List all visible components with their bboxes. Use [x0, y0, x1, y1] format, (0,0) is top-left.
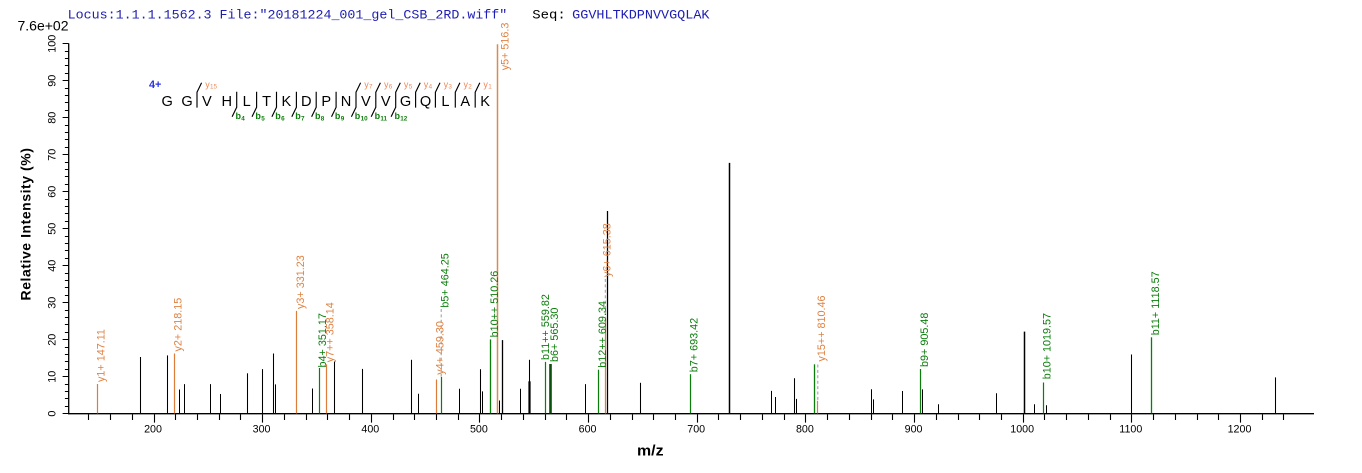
svg-text:10: 10 — [361, 115, 369, 122]
svg-text:y: y — [205, 79, 210, 89]
svg-text:40: 40 — [47, 260, 59, 272]
svg-text:20: 20 — [47, 334, 59, 346]
svg-text:b: b — [236, 111, 242, 121]
svg-text:D: D — [301, 94, 312, 110]
svg-text:11: 11 — [380, 115, 387, 122]
svg-text:30: 30 — [47, 297, 59, 309]
svg-text:b4+ 351.17: b4+ 351.17 — [317, 313, 329, 367]
svg-text:Seq:: Seq: — [532, 8, 566, 23]
svg-text:V: V — [361, 94, 371, 110]
svg-text:V: V — [381, 94, 391, 110]
svg-text:1200: 1200 — [1228, 424, 1252, 436]
svg-text:6: 6 — [389, 84, 393, 91]
svg-text:b12++ 609.34: b12++ 609.34 — [597, 301, 609, 368]
svg-text:b7+ 693.42: b7+ 693.42 — [689, 318, 701, 372]
svg-text:y: y — [444, 79, 449, 89]
svg-text:y5+ 516.3: y5+ 516.3 — [499, 23, 511, 71]
svg-text:700: 700 — [687, 424, 705, 436]
svg-text:K: K — [282, 94, 292, 110]
svg-text:m/z: m/z — [637, 443, 664, 460]
svg-text:b: b — [295, 111, 301, 121]
svg-text:N: N — [341, 94, 352, 110]
svg-text:L: L — [441, 94, 449, 110]
svg-text:7: 7 — [369, 84, 373, 91]
svg-text:5: 5 — [261, 115, 265, 122]
svg-text:4+: 4+ — [149, 79, 161, 91]
svg-text:600: 600 — [579, 424, 597, 436]
svg-text:y: y — [364, 79, 369, 89]
svg-text:2: 2 — [468, 84, 472, 91]
svg-text:10: 10 — [47, 371, 59, 383]
svg-text:400: 400 — [361, 424, 379, 436]
svg-text:b: b — [375, 111, 381, 121]
svg-text:1000: 1000 — [1010, 424, 1034, 436]
svg-text:y: y — [424, 79, 429, 89]
svg-text:6: 6 — [281, 115, 285, 122]
svg-text:y7++ 358.14: y7++ 358.14 — [325, 302, 337, 362]
svg-text:y: y — [483, 79, 488, 89]
svg-text:y15++ 810.46: y15++ 810.46 — [816, 295, 828, 361]
svg-text:4: 4 — [429, 84, 433, 91]
svg-text:b11+ 1118.57: b11+ 1118.57 — [1150, 271, 1162, 335]
svg-text:y: y — [404, 79, 409, 89]
svg-text:9: 9 — [341, 115, 345, 122]
svg-text:b: b — [355, 111, 361, 121]
svg-text:b10+ 1019.57: b10+ 1019.57 — [1042, 313, 1054, 379]
svg-text:y2+ 218.15: y2+ 218.15 — [172, 298, 184, 352]
svg-text:Q: Q — [420, 94, 431, 110]
svg-text:7.6e+02: 7.6e+02 — [18, 18, 69, 34]
svg-text:H: H — [222, 94, 233, 110]
svg-text:Locus:1.1.1.1562.3 File:"20181: Locus:1.1.1.1562.3 File:"20181224_001_ge… — [68, 8, 508, 23]
svg-text:100: 100 — [47, 35, 59, 53]
svg-text:P: P — [321, 94, 331, 110]
svg-text:800: 800 — [796, 424, 814, 436]
svg-text:3: 3 — [448, 84, 452, 91]
svg-text:y6+ 615.38: y6+ 615.38 — [601, 223, 613, 277]
svg-text:200: 200 — [144, 424, 162, 436]
svg-text:b: b — [275, 111, 281, 121]
svg-text:y4+ 459.30: y4+ 459.30 — [435, 321, 447, 375]
svg-text:7: 7 — [301, 115, 305, 122]
svg-text:4: 4 — [241, 115, 245, 122]
svg-text:T: T — [262, 94, 271, 110]
svg-text:5: 5 — [409, 84, 413, 91]
svg-text:b11++ 559.82: b11++ 559.82 — [540, 294, 552, 360]
svg-text:y: y — [464, 79, 469, 89]
svg-text:G: G — [181, 94, 192, 110]
svg-text:50: 50 — [47, 223, 59, 235]
svg-text:V: V — [202, 94, 212, 110]
svg-text:GGVHLTKDPNVVGQLAK: GGVHLTKDPNVVGQLAK — [572, 8, 709, 23]
svg-text:G: G — [400, 94, 411, 110]
svg-text:b9+ 905.48: b9+ 905.48 — [919, 313, 931, 367]
svg-text:900: 900 — [905, 424, 923, 436]
svg-text:1: 1 — [488, 84, 492, 91]
svg-text:70: 70 — [47, 149, 59, 161]
svg-text:b: b — [335, 111, 341, 121]
svg-text:b6+ 565.30: b6+ 565.30 — [549, 308, 561, 362]
svg-text:b: b — [395, 111, 401, 121]
svg-text:90: 90 — [47, 75, 59, 87]
svg-text:15: 15 — [210, 84, 218, 91]
svg-text:y: y — [384, 79, 389, 89]
svg-text:b: b — [315, 111, 321, 121]
svg-text:12: 12 — [400, 115, 408, 122]
svg-text:y1+ 147.11: y1+ 147.11 — [95, 329, 107, 382]
svg-text:1100: 1100 — [1119, 424, 1142, 436]
svg-text:G: G — [162, 94, 173, 110]
svg-text:b5+ 464.25: b5+ 464.25 — [439, 253, 451, 307]
svg-text:60: 60 — [47, 186, 59, 198]
svg-text:300: 300 — [253, 424, 271, 436]
svg-text:8: 8 — [321, 115, 325, 122]
svg-text:y3+ 331.23: y3+ 331.23 — [295, 255, 307, 309]
svg-text:500: 500 — [470, 424, 488, 436]
svg-text:80: 80 — [47, 112, 59, 124]
svg-text:b: b — [255, 111, 261, 121]
svg-text:K: K — [480, 94, 490, 110]
svg-text:b10++ 510.26: b10++ 510.26 — [489, 271, 501, 338]
svg-text:0: 0 — [47, 411, 59, 417]
svg-text:L: L — [243, 94, 251, 110]
svg-text:A: A — [460, 94, 470, 110]
svg-text:Relative Intensity (%): Relative Intensity (%) — [18, 148, 34, 301]
